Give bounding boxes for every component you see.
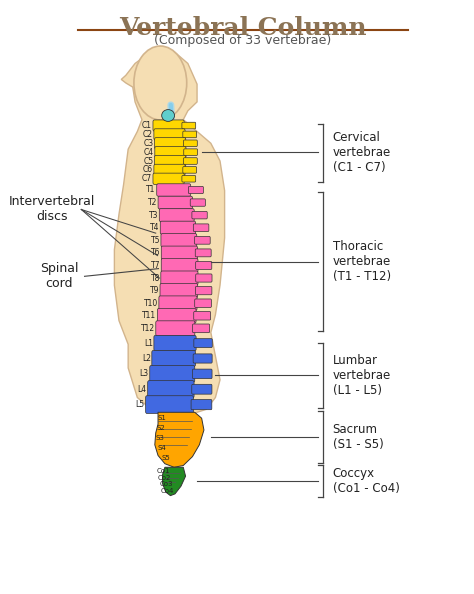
FancyBboxPatch shape <box>158 196 192 209</box>
FancyBboxPatch shape <box>182 122 196 129</box>
Text: (Composed of 33 vertebrae): (Composed of 33 vertebrae) <box>155 34 332 47</box>
Text: T4: T4 <box>150 223 159 232</box>
Text: S4: S4 <box>158 445 167 451</box>
Text: T5: T5 <box>151 236 160 245</box>
Text: Intervertebral
discs: Intervertebral discs <box>9 195 96 223</box>
Text: S1: S1 <box>158 415 167 421</box>
FancyBboxPatch shape <box>183 140 197 147</box>
Text: C7: C7 <box>142 174 152 184</box>
Text: Co3: Co3 <box>159 481 173 488</box>
FancyBboxPatch shape <box>192 369 212 378</box>
Text: T6: T6 <box>151 248 160 257</box>
Text: C5: C5 <box>144 156 154 166</box>
Text: Thoracic
vertebrae
(T1 - T12): Thoracic vertebrae (T1 - T12) <box>333 240 391 283</box>
FancyBboxPatch shape <box>157 184 191 196</box>
FancyBboxPatch shape <box>152 350 195 366</box>
Text: L3: L3 <box>140 369 149 378</box>
Text: Co4: Co4 <box>160 488 173 494</box>
FancyBboxPatch shape <box>161 271 198 285</box>
Ellipse shape <box>134 46 187 120</box>
Text: C4: C4 <box>144 148 154 157</box>
Text: S5: S5 <box>161 455 170 461</box>
FancyBboxPatch shape <box>194 339 212 347</box>
FancyBboxPatch shape <box>156 321 195 336</box>
FancyBboxPatch shape <box>146 396 193 413</box>
Text: Coccyx
(Co1 - Co4): Coccyx (Co1 - Co4) <box>333 467 400 495</box>
Polygon shape <box>155 412 204 467</box>
FancyBboxPatch shape <box>184 149 198 156</box>
FancyBboxPatch shape <box>157 308 196 323</box>
FancyBboxPatch shape <box>195 299 211 307</box>
FancyBboxPatch shape <box>155 156 186 167</box>
FancyBboxPatch shape <box>194 236 210 244</box>
Text: T7: T7 <box>151 261 160 270</box>
Text: Vertebral Column: Vertebral Column <box>119 16 367 40</box>
Text: Sacrum
(S1 - S5): Sacrum (S1 - S5) <box>333 423 383 451</box>
Text: S3: S3 <box>155 435 164 441</box>
FancyBboxPatch shape <box>192 384 212 394</box>
FancyBboxPatch shape <box>195 286 212 295</box>
FancyBboxPatch shape <box>183 158 197 165</box>
FancyBboxPatch shape <box>159 208 194 222</box>
FancyBboxPatch shape <box>182 175 196 182</box>
Text: T8: T8 <box>151 273 160 283</box>
FancyBboxPatch shape <box>191 400 212 410</box>
FancyBboxPatch shape <box>183 166 197 173</box>
FancyBboxPatch shape <box>154 336 196 351</box>
FancyBboxPatch shape <box>192 324 210 333</box>
Ellipse shape <box>162 109 174 121</box>
Text: T3: T3 <box>149 211 158 220</box>
Text: Cervical
vertebrae
(C1 - C7): Cervical vertebrae (C1 - C7) <box>333 131 391 174</box>
Text: T9: T9 <box>150 286 159 295</box>
FancyBboxPatch shape <box>154 129 185 140</box>
Text: L5: L5 <box>136 400 145 409</box>
FancyBboxPatch shape <box>192 211 207 219</box>
FancyBboxPatch shape <box>148 381 194 398</box>
FancyBboxPatch shape <box>188 187 203 194</box>
FancyBboxPatch shape <box>155 138 186 149</box>
Text: Spinal
cord: Spinal cord <box>40 263 79 290</box>
Text: T1: T1 <box>146 185 156 194</box>
Text: C3: C3 <box>144 139 154 148</box>
FancyBboxPatch shape <box>193 354 212 363</box>
FancyBboxPatch shape <box>161 246 198 260</box>
FancyBboxPatch shape <box>154 165 185 175</box>
FancyBboxPatch shape <box>153 173 184 184</box>
FancyBboxPatch shape <box>183 131 197 138</box>
FancyBboxPatch shape <box>160 221 196 234</box>
FancyBboxPatch shape <box>190 199 205 206</box>
FancyBboxPatch shape <box>160 283 198 298</box>
FancyBboxPatch shape <box>193 224 209 232</box>
Polygon shape <box>163 467 186 495</box>
FancyBboxPatch shape <box>159 296 197 311</box>
FancyBboxPatch shape <box>155 147 186 158</box>
Text: C2: C2 <box>143 130 153 139</box>
Text: Co2: Co2 <box>158 475 171 481</box>
FancyBboxPatch shape <box>161 233 197 247</box>
Text: Co1: Co1 <box>156 469 170 475</box>
Polygon shape <box>114 52 225 415</box>
Text: Lumbar
vertebrae
(L1 - L5): Lumbar vertebrae (L1 - L5) <box>333 353 391 397</box>
FancyBboxPatch shape <box>196 274 212 282</box>
FancyBboxPatch shape <box>196 261 212 270</box>
FancyBboxPatch shape <box>153 120 184 131</box>
Text: T11: T11 <box>142 311 156 320</box>
Text: L1: L1 <box>144 339 153 347</box>
FancyBboxPatch shape <box>150 365 195 382</box>
Text: T12: T12 <box>141 324 155 333</box>
Text: S2: S2 <box>156 425 165 431</box>
FancyBboxPatch shape <box>195 249 211 257</box>
Text: T10: T10 <box>144 299 158 308</box>
FancyBboxPatch shape <box>194 311 210 320</box>
Text: L2: L2 <box>142 354 151 363</box>
Text: L4: L4 <box>137 385 147 394</box>
Text: C6: C6 <box>143 165 153 175</box>
Text: T2: T2 <box>148 198 157 207</box>
FancyBboxPatch shape <box>161 258 198 273</box>
Text: C1: C1 <box>142 121 152 130</box>
